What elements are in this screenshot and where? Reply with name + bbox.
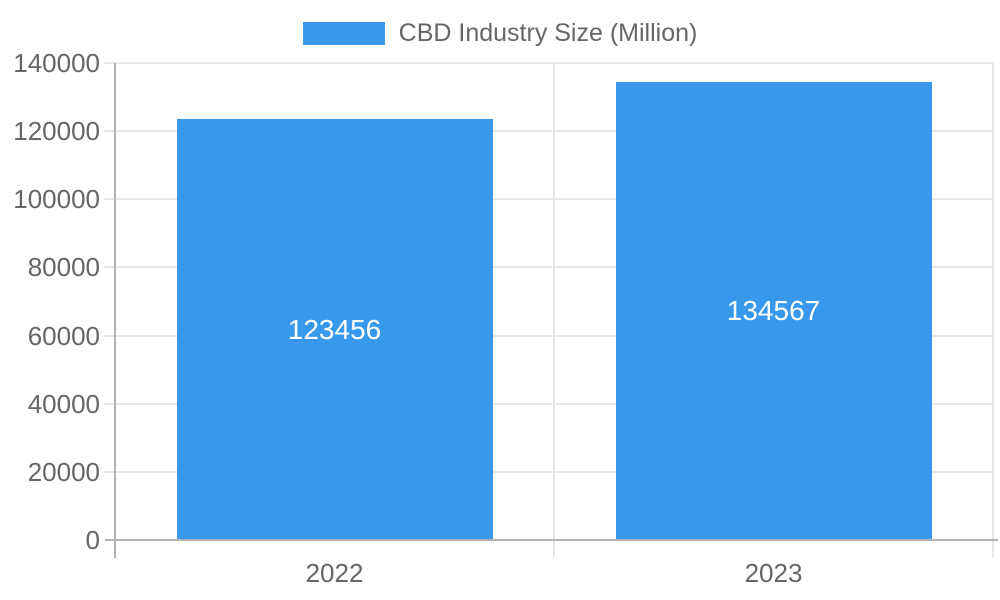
y-axis-tick-40000 bbox=[104, 402, 115, 405]
category-boundary-line bbox=[553, 63, 555, 558]
y-axis-tick-label-40000: 40000 bbox=[27, 388, 100, 419]
x-axis-tick-label-2023: 2023 bbox=[744, 558, 803, 588]
bar-2022[interactable] bbox=[176, 119, 493, 540]
y-axis-line bbox=[114, 63, 116, 558]
y-axis-tick-label-80000: 80000 bbox=[27, 252, 100, 283]
bar-value-label-2023: 134567 bbox=[726, 294, 821, 326]
y-axis-tick-label-100000: 100000 bbox=[13, 184, 100, 215]
y-axis-tick-label-0: 0 bbox=[85, 525, 100, 555]
y-axis-tick-label-60000: 60000 bbox=[27, 320, 100, 351]
bar-value-label-2022: 123456 bbox=[287, 313, 382, 345]
y-axis-tick-60000 bbox=[104, 334, 115, 337]
legend-label: CBD Industry Size (Million) bbox=[398, 19, 698, 47]
y-axis-tick-140000 bbox=[104, 62, 115, 64]
bar-2023[interactable] bbox=[615, 81, 932, 540]
y-axis-tick-label-140000: 140000 bbox=[13, 48, 100, 78]
x-axis-baseline bbox=[105, 539, 998, 541]
y-axis-tick-label-20000: 20000 bbox=[27, 456, 100, 487]
x-axis-tick-label-2022: 2022 bbox=[305, 558, 364, 588]
y-axis-tick-80000 bbox=[104, 266, 115, 269]
y-axis-tick-label-120000: 120000 bbox=[13, 116, 100, 147]
y-axis-tick-100000 bbox=[104, 198, 115, 201]
plot-right-border-line bbox=[992, 63, 994, 558]
legend-swatch-icon bbox=[302, 22, 385, 45]
legend[interactable]: CBD Industry Size (Million) bbox=[0, 19, 1000, 48]
y-axis-tick-20000 bbox=[104, 470, 115, 473]
y-axis-tick-120000 bbox=[104, 130, 115, 133]
